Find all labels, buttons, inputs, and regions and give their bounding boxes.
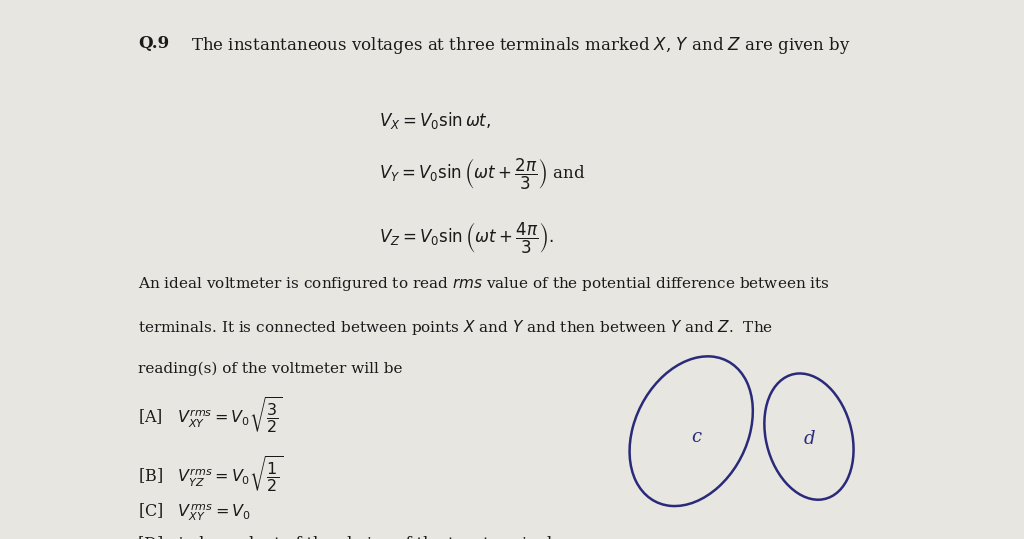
Text: d: d [803,430,815,448]
Text: The instantaneous voltages at three terminals marked $X$, $Y$ and $Z$ are given : The instantaneous voltages at three term… [191,35,851,56]
Text: terminals. It is connected between points $X$ and $Y$ and then between $Y$ and $: terminals. It is connected between point… [138,318,773,337]
Text: [B]   $V_{YZ}^{rms} = V_0\sqrt{\dfrac{1}{2}}$: [B] $V_{YZ}^{rms} = V_0\sqrt{\dfrac{1}{2… [138,455,284,495]
Text: reading(s) of the voltmeter will be: reading(s) of the voltmeter will be [138,361,402,376]
Text: An ideal voltmeter is configured to read $rms$ value of the potential difference: An ideal voltmeter is configured to read… [138,275,830,293]
Text: Q.9: Q.9 [138,35,169,52]
Text: c: c [691,427,701,446]
Text: [A]   $V_{XY}^{rms} = V_0\sqrt{\dfrac{3}{2}}$: [A] $V_{XY}^{rms} = V_0\sqrt{\dfrac{3}{2… [138,396,283,436]
Text: $V_X = V_0 \sin \omega t,$: $V_X = V_0 \sin \omega t,$ [379,110,492,132]
Text: [D]   independent of the choice of the two terminals: [D] independent of the choice of the two… [138,536,561,539]
Text: $V_Z = V_0 \sin\left(\omega t + \dfrac{4\pi}{3}\right).$: $V_Z = V_0 \sin\left(\omega t + \dfrac{4… [379,221,553,256]
Text: $V_Y = V_0 \sin\left(\omega t + \dfrac{2\pi}{3}\right)$ and: $V_Y = V_0 \sin\left(\omega t + \dfrac{2… [379,156,585,191]
Text: [C]   $V_{XY}^{rms} = V_0$: [C] $V_{XY}^{rms} = V_0$ [138,501,251,523]
